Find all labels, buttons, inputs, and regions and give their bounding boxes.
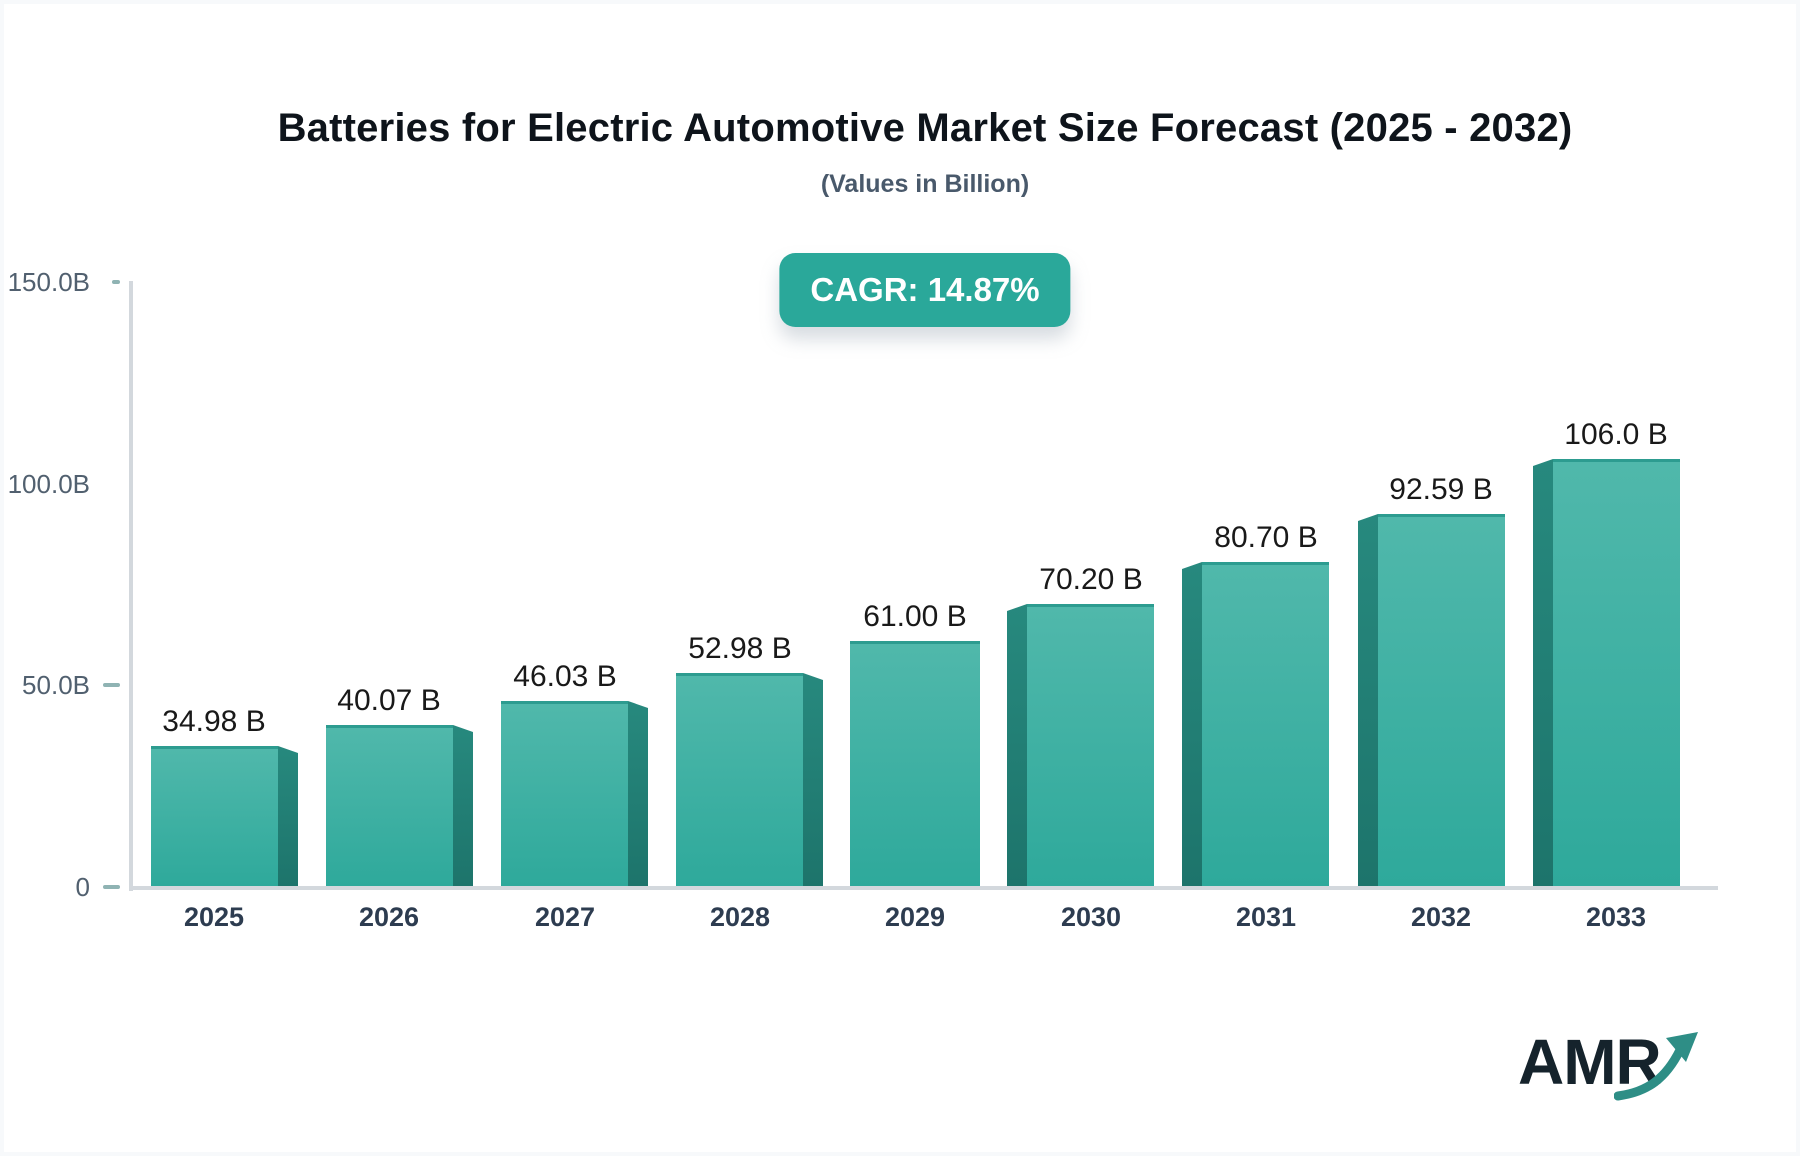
bar-front-face bbox=[1553, 459, 1680, 887]
y-axis-line bbox=[129, 281, 133, 891]
x-axis-label: 2033 bbox=[1585, 902, 1647, 932]
bar-side-face bbox=[1007, 604, 1027, 887]
x-axis-label: 2031 bbox=[1235, 902, 1297, 932]
bar-side-face bbox=[1358, 514, 1378, 887]
bar-side-face bbox=[803, 673, 823, 887]
bar-side-face bbox=[453, 725, 473, 887]
x-axis-label: 2029 bbox=[884, 902, 946, 932]
bar-value-label: 61.00 B bbox=[863, 600, 967, 633]
bar bbox=[1007, 604, 1154, 887]
bar bbox=[151, 746, 298, 887]
bar-front-face bbox=[151, 746, 278, 887]
bar-value-label: 106.0 B bbox=[1564, 418, 1668, 451]
amr-logo-text: AMR bbox=[1518, 1026, 1662, 1098]
y-axis-label: 0 bbox=[75, 872, 90, 902]
x-axis-label: 2027 bbox=[534, 902, 596, 932]
cagr-badge: CAGR: 14.87% bbox=[779, 253, 1071, 327]
x-axis-label: 2026 bbox=[358, 902, 420, 932]
y-axis-tick bbox=[103, 885, 120, 889]
bar-value-label: 34.98 B bbox=[162, 705, 266, 738]
bar bbox=[326, 725, 473, 887]
bar-front-face bbox=[1378, 514, 1505, 887]
bar-side-face bbox=[278, 746, 298, 887]
bar bbox=[850, 641, 980, 887]
amr-logo: AMR bbox=[1518, 1028, 1748, 1120]
bar-side-face bbox=[1533, 459, 1553, 887]
chart-title: Batteries for Electric Automotive Market… bbox=[277, 106, 1573, 150]
y-axis-tick bbox=[103, 683, 120, 687]
bar-value-label: 52.98 B bbox=[688, 632, 792, 665]
y-axis-label: 100.0B bbox=[7, 469, 90, 499]
bar-value-label: 46.03 B bbox=[513, 660, 617, 693]
x-axis-label: 2030 bbox=[1060, 902, 1122, 932]
bar bbox=[1182, 562, 1329, 887]
y-axis-label: 50.0B bbox=[22, 670, 90, 700]
bar-side-face bbox=[1182, 562, 1202, 887]
x-axis-label: 2028 bbox=[709, 902, 771, 932]
y-axis-tick bbox=[112, 280, 120, 284]
x-axis-line bbox=[129, 886, 1718, 890]
y-axis-label: 150.0B bbox=[7, 267, 90, 297]
bar-front-face bbox=[1202, 562, 1329, 887]
bar-front-face bbox=[850, 641, 980, 887]
bar bbox=[1358, 514, 1505, 887]
bar-side-face bbox=[628, 701, 648, 887]
bar-front-face bbox=[676, 673, 803, 887]
growth-arrow-icon bbox=[1614, 1032, 1698, 1101]
bar-front-face bbox=[326, 725, 453, 887]
bar bbox=[676, 673, 823, 887]
bar bbox=[1533, 459, 1680, 887]
x-axis-label: 2025 bbox=[183, 902, 245, 932]
bar-front-face bbox=[501, 701, 628, 887]
bar-value-label: 70.20 B bbox=[1039, 563, 1143, 596]
bar-front-face bbox=[1027, 604, 1154, 887]
bar bbox=[501, 701, 648, 887]
x-axis-label: 2032 bbox=[1410, 902, 1472, 932]
chart-subtitle: (Values in Billion) bbox=[820, 170, 1030, 198]
bar-value-label: 40.07 B bbox=[337, 684, 441, 717]
bar-value-label: 80.70 B bbox=[1214, 521, 1318, 554]
bar-value-label: 92.59 B bbox=[1389, 473, 1493, 506]
